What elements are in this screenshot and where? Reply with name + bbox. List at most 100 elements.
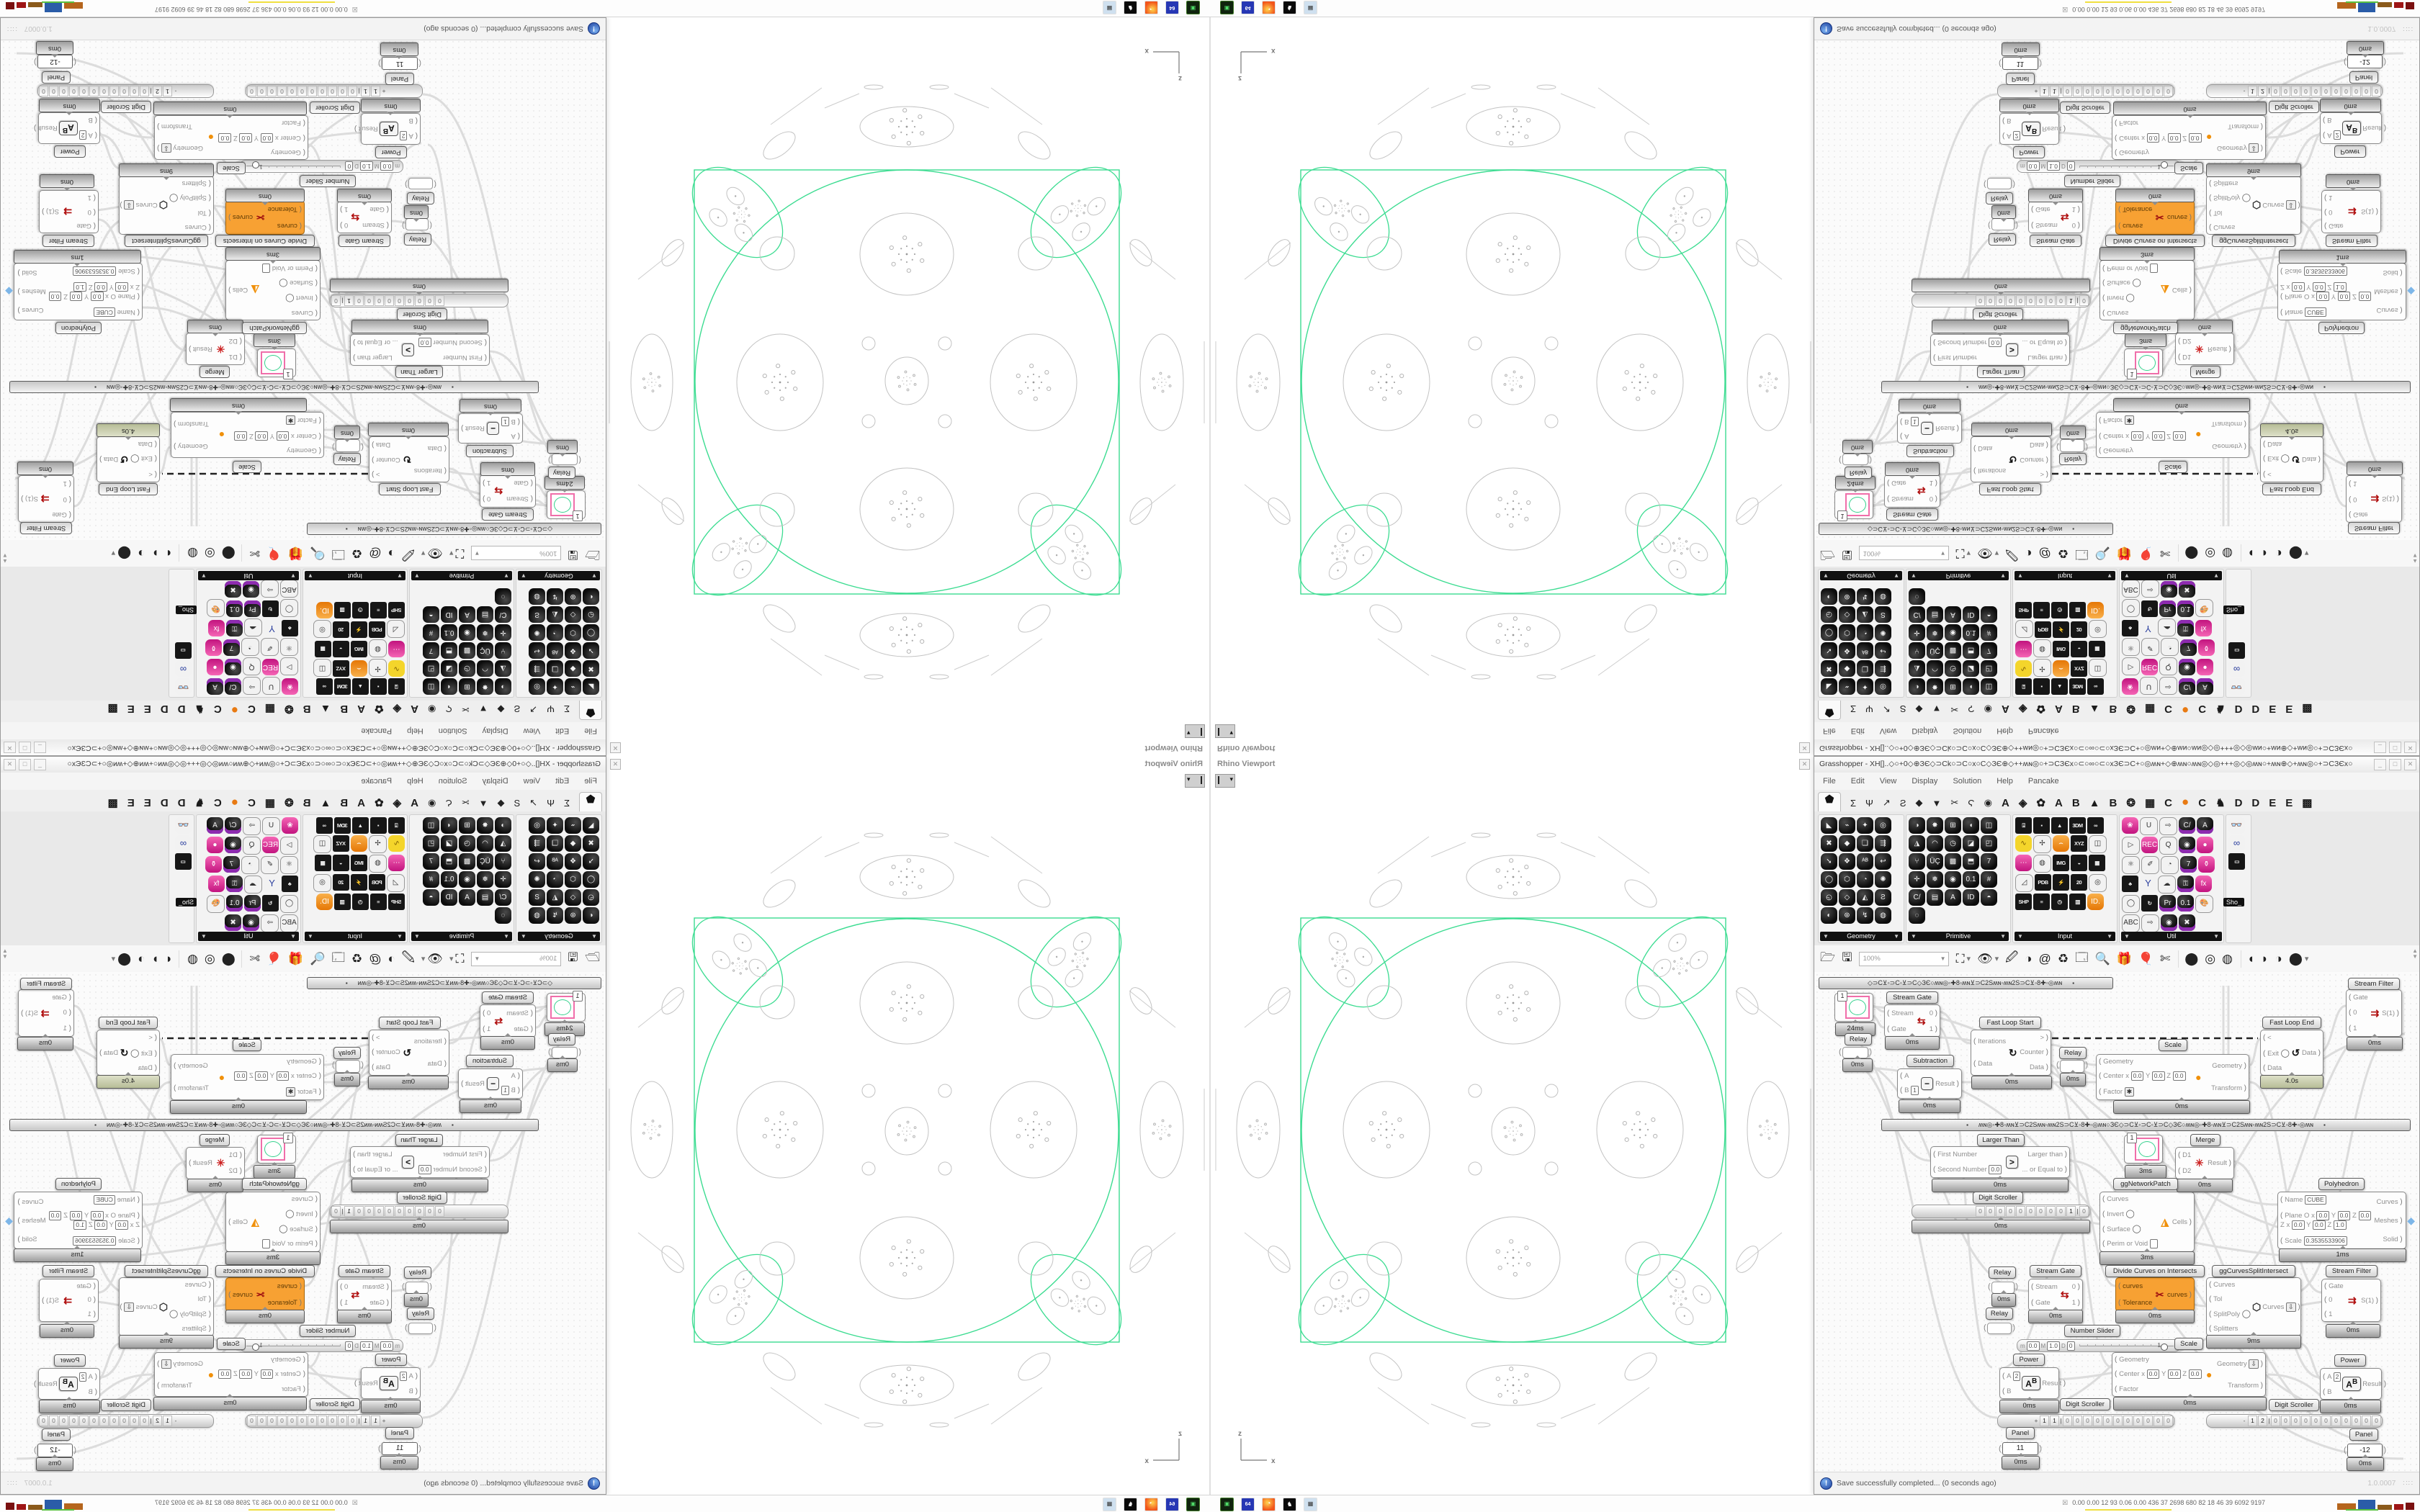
tab-plugin-3[interactable]: A [2054, 703, 2063, 715]
component-icon[interactable]: ÜÇ [477, 642, 493, 659]
component-icon[interactable]: ⇨ [261, 914, 279, 932]
component-icon[interactable]: ◰ [423, 835, 439, 852]
component-icon[interactable]: ◰ [1981, 835, 1997, 852]
menu-edit[interactable]: Edit [555, 726, 570, 735]
component-icon[interactable]: SHP [388, 894, 405, 910]
component-icon[interactable]: ◎ [313, 620, 331, 638]
component-icon[interactable]: C/ [225, 678, 241, 695]
jump-wires-icon[interactable]: ✄ [2160, 951, 2171, 966]
component-icon[interactable]: ✺ [529, 871, 545, 888]
component-icon[interactable]: ✐ [261, 638, 279, 656]
tab-plugin-8[interactable]: ▦ [2144, 797, 2156, 809]
palette-group-label[interactable]: Primitive ▼ ▼ [1908, 571, 2009, 580]
tab-params-selected[interactable]: ⬟ [579, 701, 602, 720]
component-icon[interactable]: ◉ [2179, 837, 2195, 853]
save-file-icon[interactable]: 🖫 [1842, 950, 1852, 964]
tab-plugin-5[interactable]: ▲ [2089, 703, 2100, 715]
component-icon[interactable]: ⌢ [351, 660, 367, 677]
component-icon[interactable]: ◷ [352, 602, 369, 618]
component-icon[interactable]: ◆ [565, 660, 581, 677]
component-icon[interactable]: ✖ [2179, 914, 2195, 931]
component-icon[interactable]: ◑ [1909, 678, 1925, 695]
tab-icon[interactable]: ✂ [1950, 704, 1959, 715]
component-icon[interactable]: ↯ [547, 588, 563, 605]
component-icon[interactable]: 20 [333, 874, 349, 891]
component-icon[interactable]: 0.1 [441, 871, 457, 888]
component-icon[interactable]: A [2197, 678, 2213, 695]
component-icon[interactable]: ▦ [2089, 855, 2105, 871]
digit-scroller[interactable]: +1 1 | 0 0 0 0 0 0 0 0 0 0 0 [246, 84, 423, 98]
jump-wires-icon[interactable]: ✄ [249, 951, 260, 966]
component-icon[interactable]: ◍ [1875, 907, 1891, 924]
palette-scroll-arrows[interactable]: ▲ ▼ [2, 948, 8, 960]
component-icon[interactable]: ↯ [547, 907, 563, 924]
gh-component[interactable]: ( < ( Exit ◯( Data ↺ Data ) [97, 1030, 160, 1076]
tab-plugin-1[interactable]: ◈ [393, 797, 402, 809]
tab-plugin-17[interactable]: ▩ [107, 797, 118, 809]
tab-plugin-6[interactable]: B [302, 797, 311, 809]
component-icon[interactable]: ∞ [316, 678, 333, 695]
component-icon[interactable]: SHP [388, 602, 405, 618]
component-icon[interactable]: ⊛ [1839, 588, 1855, 605]
orange-sphere-icon[interactable]: ◑ [2275, 951, 2282, 966]
component-icon[interactable]: ✖ [225, 581, 241, 598]
component-icon[interactable]: ● [2197, 659, 2213, 675]
gh-canvas[interactable]: ◇⊃C⊻◦⊃C◦⊻⊃C◇ЗЄ○ʍɴ◎◦✚8◦ʍɴ⊻⊃C2Sʍɴ◦ʍɴ2S⊃C⊻◦… [1, 40, 606, 540]
component-icon[interactable]: C/ [2179, 817, 2195, 834]
close-button[interactable]: ✕ [2404, 759, 2416, 770]
tab-icon[interactable]: ✂ [1950, 797, 1959, 808]
group-label-bar[interactable]: ◇⊃C⊻◦⊃C◦⊻⊃C◇ЗЄ○ʍɴ◎◦✚8◦ʍɴ⊻⊃C2Sʍɴ◦ʍɴ2S⊃C⊻◦… [1819, 977, 2113, 989]
open-file-icon[interactable]: 🗁 [584, 548, 600, 562]
component-icon[interactable]: REC [2141, 659, 2158, 675]
tab-plugin-17[interactable]: ▩ [2302, 797, 2313, 809]
component-icon[interactable]: ▦ [2089, 641, 2105, 657]
grasshopper-titlebar[interactable]: Grasshopper - XH[]..◇○+0◇⊕ЗЄ◇⊃Ck○⊃C○x○C◇… [1, 757, 606, 773]
gh-canvas[interactable]: ◇⊃C⊻◦⊃C◦⊻⊃C◇ЗЄ○ʍɴ◎◦✚8◦ʍɴ⊻⊃C2Sʍɴ◦ʍɴ2S⊃C⊻◦… [1, 972, 606, 1472]
component-icon[interactable]: ⬒ [1963, 642, 1979, 659]
component-icon[interactable]: ↩ [1875, 642, 1891, 659]
component-icon[interactable]: ◎ [1875, 817, 1891, 834]
gh-component[interactable]: ( First Number ( Second Number 0.0 > Large… [1930, 1146, 2070, 1178]
component-icon[interactable]: ⋯ [2015, 641, 2032, 657]
orange-sphere-icon[interactable]: ◑ [2275, 546, 2282, 561]
component-icon[interactable]: ◒ [333, 855, 349, 871]
tab-plugin-2[interactable]: ✿ [2036, 703, 2045, 715]
terminal-app-icon[interactable]: ▣ [1220, 1, 1234, 14]
component-icon[interactable]: ◯ [1821, 871, 1837, 888]
palette-group-label[interactable]: Util ▼ ▼ [198, 571, 299, 580]
sketch-icon[interactable]: 🖉 [401, 548, 415, 562]
component-icon[interactable]: U [262, 817, 280, 835]
component-icon[interactable]: ◵ [1821, 889, 1837, 906]
component-icon[interactable]: ↯ [1857, 588, 1873, 605]
component-icon[interactable]: ᴬᴮ [1857, 853, 1873, 870]
component-icon[interactable]: ◪ [441, 835, 457, 852]
tab-params-selected[interactable]: ⬟ [1818, 792, 1841, 811]
component-icon[interactable]: ↯ [1857, 907, 1873, 924]
component-icon[interactable]: ᴬᴮ [547, 642, 563, 659]
component-icon[interactable]: ABC [280, 914, 298, 932]
component-icon[interactable]: 7 [223, 856, 240, 873]
component-icon[interactable]: ◭ [547, 889, 563, 906]
component-icon[interactable]: ≡ [370, 894, 387, 910]
palette-group-label[interactable]: Geometry ▼ ▼ [1820, 571, 1902, 580]
component-icon[interactable]: ◣ [583, 817, 599, 834]
component-icon[interactable]: REC [262, 837, 279, 853]
component-icon[interactable]: ☁ [244, 618, 262, 636]
component-icon[interactable]: Ƨ [1875, 889, 1891, 906]
component-icon[interactable]: ✐ [261, 856, 279, 874]
gh-component[interactable]: ( Name CUBE( Plane O x 0.0 Y 0.0 Z 0.0 Z… [5, 1192, 143, 1249]
gh-component[interactable]: ( < ( Exit ◯( Data ↺ Data ) [2260, 436, 2323, 482]
component-icon[interactable]: Ƨ [529, 606, 545, 623]
tab-plugin-16[interactable]: E [127, 703, 135, 715]
component-icon[interactable]: ◔ [1857, 871, 1873, 888]
component-icon[interactable]: ABC [2122, 580, 2140, 598]
tab-icon[interactable]: ↗ [1882, 797, 1891, 808]
component-icon[interactable]: ▲ [2051, 678, 2068, 695]
component-icon[interactable]: ◌ [1909, 588, 1925, 605]
gh-component[interactable]: ( A ( B 1− Result ) [1897, 413, 1962, 444]
tab-icon[interactable]: ▼ [1932, 703, 1942, 714]
remote-icon[interactable]: @ [369, 951, 382, 966]
component-icon[interactable]: ✢ [369, 835, 387, 853]
gh-component[interactable]: ( Gate ( 0 ( 1 ⇉ S(1) ) [39, 190, 99, 233]
